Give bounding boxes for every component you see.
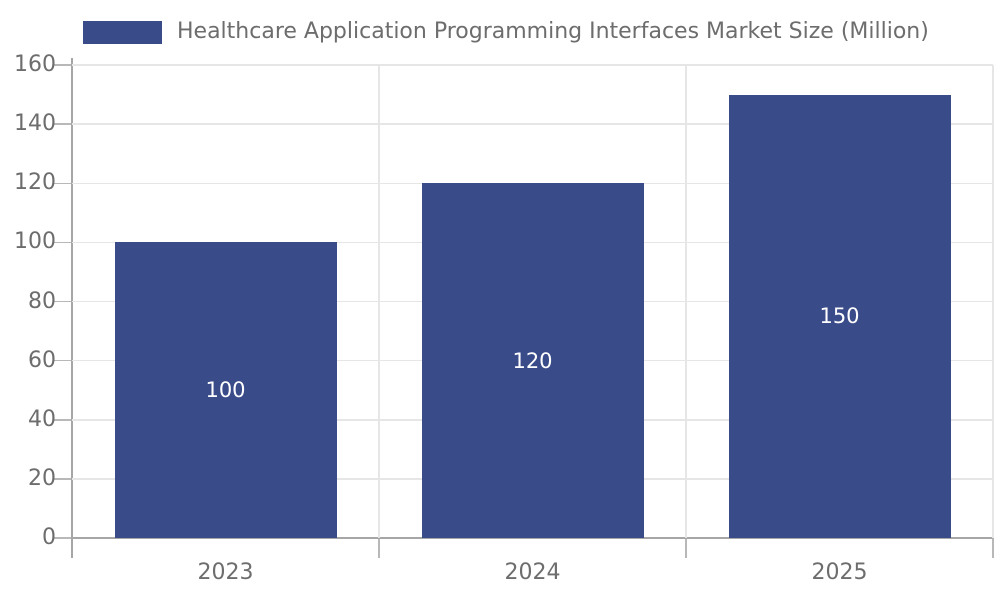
- ytick-mark-60: [53, 359, 72, 362]
- xtick-label-2023: 2023: [197, 560, 254, 585]
- legend-label: Healthcare Application Programming Inter…: [177, 19, 929, 44]
- ytick-label-0: 0: [42, 525, 56, 550]
- y-axis-spine: [71, 58, 73, 558]
- ytick-mark-20: [53, 478, 72, 480]
- bar-2025: [728, 94, 951, 538]
- ytick-label-160: 160: [14, 52, 56, 77]
- xtick-mark-1: [378, 538, 380, 558]
- ytick-mark-80: [53, 300, 72, 303]
- xtick-label-2024: 2024: [504, 560, 561, 585]
- xtick-mark-3: [992, 538, 994, 558]
- xtick-label-2025: 2025: [811, 560, 868, 585]
- gridline-x-2: [685, 65, 687, 538]
- ytick-label-100: 100: [14, 229, 56, 255]
- ytick-mark-40: [53, 419, 72, 421]
- ytick-mark-140: [53, 123, 72, 125]
- x-axis-line: [72, 537, 993, 539]
- ytick-label-40: 40: [28, 406, 56, 432]
- bar-2023: [114, 242, 337, 538]
- ytick-label-120: 120: [14, 170, 56, 196]
- plot-area: 100 120 150: [72, 64, 994, 538]
- bar-value-label-2025: 150: [819, 304, 860, 329]
- legend-swatch: [83, 20, 162, 44]
- ytick-label-80: 80: [28, 288, 56, 314]
- ytick-label-20: 20: [28, 465, 56, 491]
- ytick-label-60: 60: [28, 347, 56, 373]
- bar-2024: [421, 183, 644, 538]
- gridline-x-1: [378, 65, 380, 538]
- bar-value-label-2024: 120: [512, 348, 553, 373]
- ytick-mark-100: [53, 241, 72, 244]
- xtick-mark-2: [685, 538, 687, 558]
- gridline-x-3: [992, 65, 994, 538]
- ytick-mark-160: [53, 64, 72, 66]
- ytick-mark-0: [53, 537, 72, 539]
- ytick-mark-120: [53, 182, 72, 184]
- ytick-label-140: 140: [14, 111, 56, 137]
- gridline-y-160: [72, 64, 993, 66]
- bar-value-label-2023: 100: [205, 378, 246, 403]
- legend: Healthcare Application Programming Inter…: [83, 14, 929, 50]
- gridline-y-140: [72, 123, 993, 125]
